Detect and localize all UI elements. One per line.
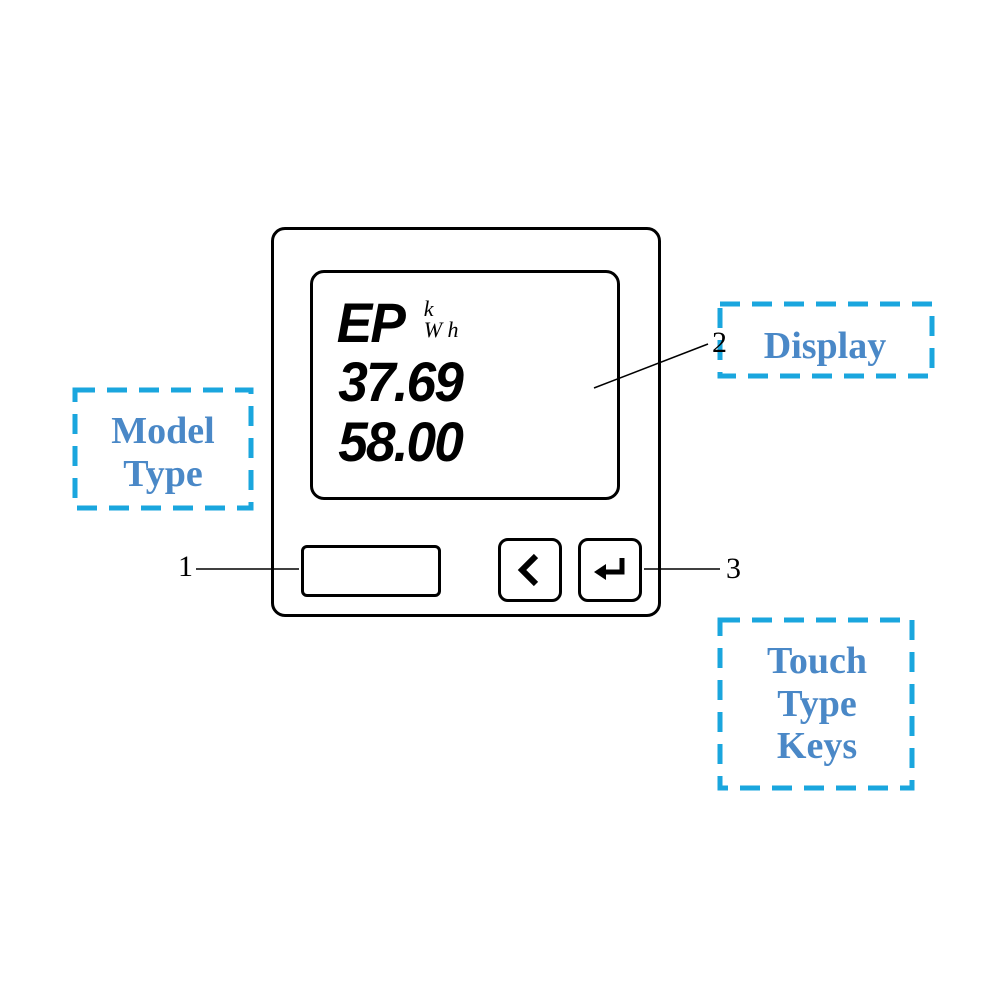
- leader-number-1: 1: [178, 550, 193, 584]
- callout-model: Model Type: [88, 400, 238, 505]
- callout-keys-line3: Keys: [777, 725, 857, 767]
- lcd-row-3: 58.00: [335, 414, 595, 473]
- callout-keys-line1: Touch: [767, 640, 867, 682]
- lcd-value-2: 37.69: [338, 354, 462, 410]
- lcd-row-2: 37.69: [335, 354, 595, 413]
- return-arrow-icon: [588, 548, 632, 592]
- lcd-label: EP: [337, 295, 404, 351]
- lcd-row-1: EP k W h: [335, 295, 595, 354]
- callout-display-text: Display: [764, 325, 886, 367]
- enter-button[interactable]: [578, 538, 642, 602]
- lcd-content: EP k W h 37.69 58.00: [335, 295, 595, 475]
- leader-number-2: 2: [712, 326, 727, 360]
- callout-display: Display: [735, 315, 915, 378]
- lcd-value-3: 58.00: [338, 414, 462, 470]
- lcd-unit: k W h: [424, 299, 459, 341]
- callout-keys-line2: Type: [777, 683, 857, 725]
- model-type-box: [301, 545, 441, 597]
- callout-model-line1: Model: [111, 410, 214, 452]
- chevron-left-icon: [510, 550, 550, 590]
- lcd-screen: EP k W h 37.69 58.00: [310, 270, 620, 500]
- diagram-stage: EP k W h 37.69 58.00: [0, 0, 1000, 1000]
- callout-keys: Touch Type Keys: [732, 630, 902, 778]
- lcd-unit-bottom: W h: [424, 317, 459, 342]
- leader-number-3: 3: [726, 552, 741, 586]
- back-button[interactable]: [498, 538, 562, 602]
- callout-model-line2: Type: [123, 453, 203, 495]
